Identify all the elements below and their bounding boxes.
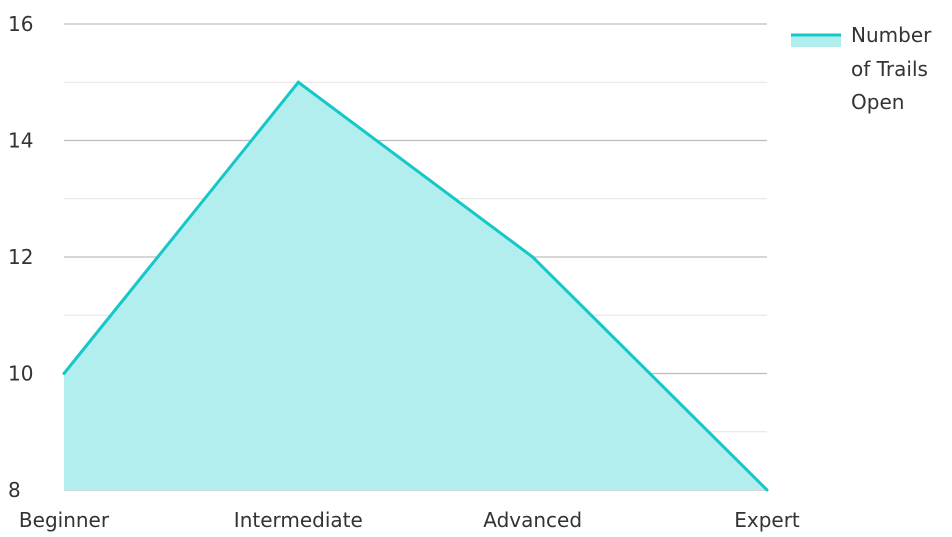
legend-swatch-fill	[791, 35, 841, 47]
legend-label-line: Open	[851, 90, 904, 114]
data-point	[531, 255, 535, 259]
x-tick-label: Expert	[734, 508, 800, 532]
x-tick-label: Beginner	[19, 508, 110, 532]
data-point	[765, 488, 769, 492]
y-tick-label: 10	[8, 362, 33, 386]
plot-area	[62, 80, 769, 492]
x-axis-ticks: Beginner Intermediate Advanced Expert	[19, 508, 800, 532]
series-line	[62, 80, 769, 492]
x-tick-label: Intermediate	[234, 508, 363, 532]
legend: Number of Trails Open	[791, 23, 932, 114]
legend-label-line: Number	[851, 23, 932, 47]
series-area-fill	[64, 82, 767, 490]
legend-label-line: of Trails	[851, 57, 928, 81]
y-tick-label: 12	[8, 245, 33, 269]
y-axis-ticks: 8 10 12 14 16	[8, 12, 33, 502]
data-point	[296, 80, 300, 84]
y-tick-label: 16	[8, 12, 33, 36]
y-tick-label: 8	[8, 478, 21, 502]
x-tick-label: Advanced	[483, 508, 582, 532]
data-point	[62, 372, 66, 375]
y-tick-label: 14	[8, 129, 33, 153]
